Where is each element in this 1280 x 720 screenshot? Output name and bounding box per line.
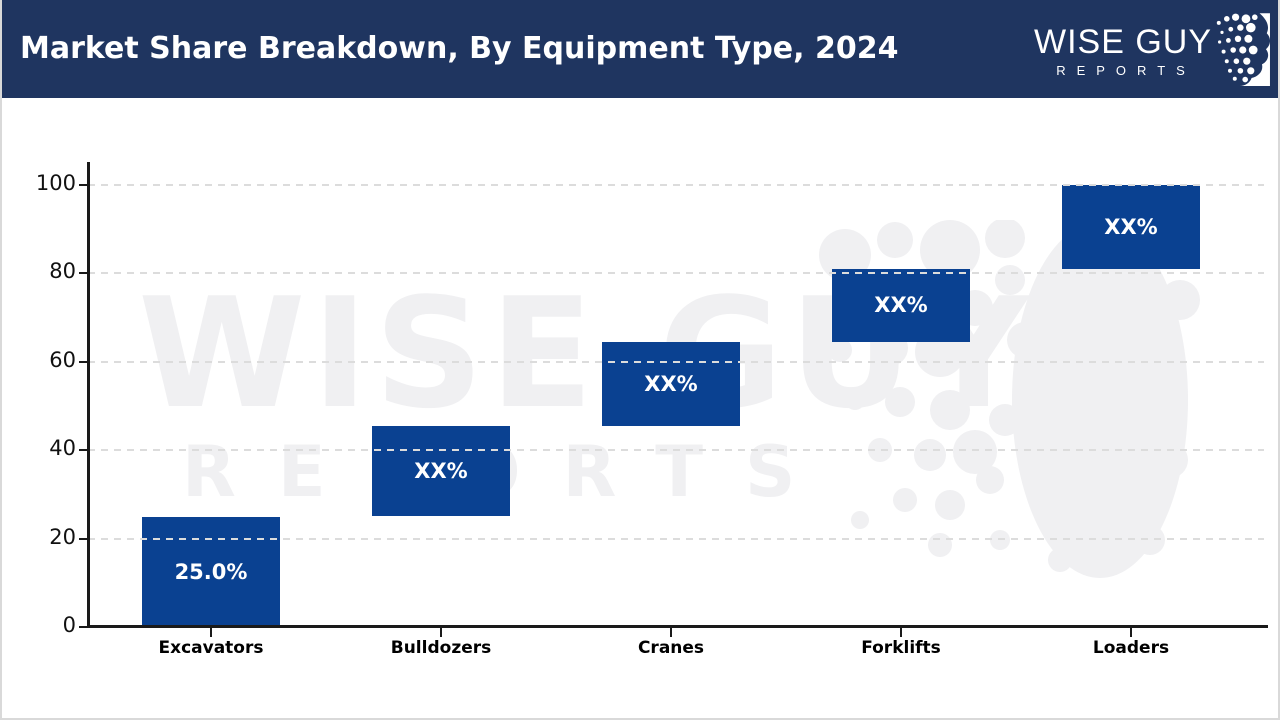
x-category-label: Excavators (158, 638, 264, 658)
y-tick-mark (79, 537, 88, 540)
gridline-100 (88, 184, 1264, 186)
x-tick-mark (210, 628, 212, 637)
bar-loaders: XX% (1062, 185, 1200, 269)
y-tick-mark (79, 360, 88, 363)
logo: WISE GUY REPORTS (1034, 6, 1270, 94)
x-category-label: Bulldozers (390, 638, 492, 658)
page-title: Market Share Breakdown, By Equipment Typ… (20, 31, 899, 66)
bar-value-label: XX% (414, 459, 468, 484)
bar-value-label: XX% (1104, 214, 1158, 239)
x-tick-mark (900, 628, 902, 637)
gridline-20 (88, 537, 1264, 540)
x-category-label: Cranes (637, 638, 705, 658)
y-tick-mark (79, 272, 88, 275)
bar-value-label: 25.0% (174, 559, 248, 584)
gridline-80 (88, 272, 1264, 275)
y-tick-mark (79, 626, 88, 628)
bar-cranes: XX% (602, 341, 740, 426)
y-tick-mark (79, 449, 88, 452)
x-category-label: Forklifts (861, 638, 941, 658)
x-category-label: Loaders (1092, 638, 1170, 658)
bar-value-label: XX% (644, 371, 698, 396)
y-tick-label: 40 (49, 436, 76, 461)
logo-head-icon (1216, 13, 1270, 86)
y-tick-label: 0 (62, 613, 76, 637)
y-tick-label: 80 (49, 259, 76, 284)
logo-wordmark: WISE GUY REPORTS (1034, 23, 1212, 78)
x-tick-mark (670, 628, 672, 637)
y-tick-label: 20 (49, 524, 76, 549)
x-axis-line (87, 625, 1268, 628)
logo-wordmark-line2: REPORTS (1056, 62, 1196, 78)
x-tick-mark (440, 628, 442, 637)
y-axis-line (87, 162, 90, 628)
bar-value-label: XX% (874, 293, 928, 318)
gridline-60 (88, 360, 1264, 363)
bar-forklifts: XX% (832, 268, 970, 342)
bar-excavators: 25.0% (142, 516, 280, 627)
y-tick-label: 100 (35, 171, 76, 195)
header: Market Share Breakdown, By Equipment Typ… (0, 0, 1280, 98)
x-tick-mark (1130, 628, 1132, 637)
gridline-40 (88, 449, 1264, 452)
y-tick-mark (79, 184, 88, 186)
bar-bulldozers: XX% (372, 425, 510, 517)
logo-wordmark-line1: WISE GUY (1034, 22, 1213, 61)
y-tick-label: 60 (49, 347, 76, 372)
